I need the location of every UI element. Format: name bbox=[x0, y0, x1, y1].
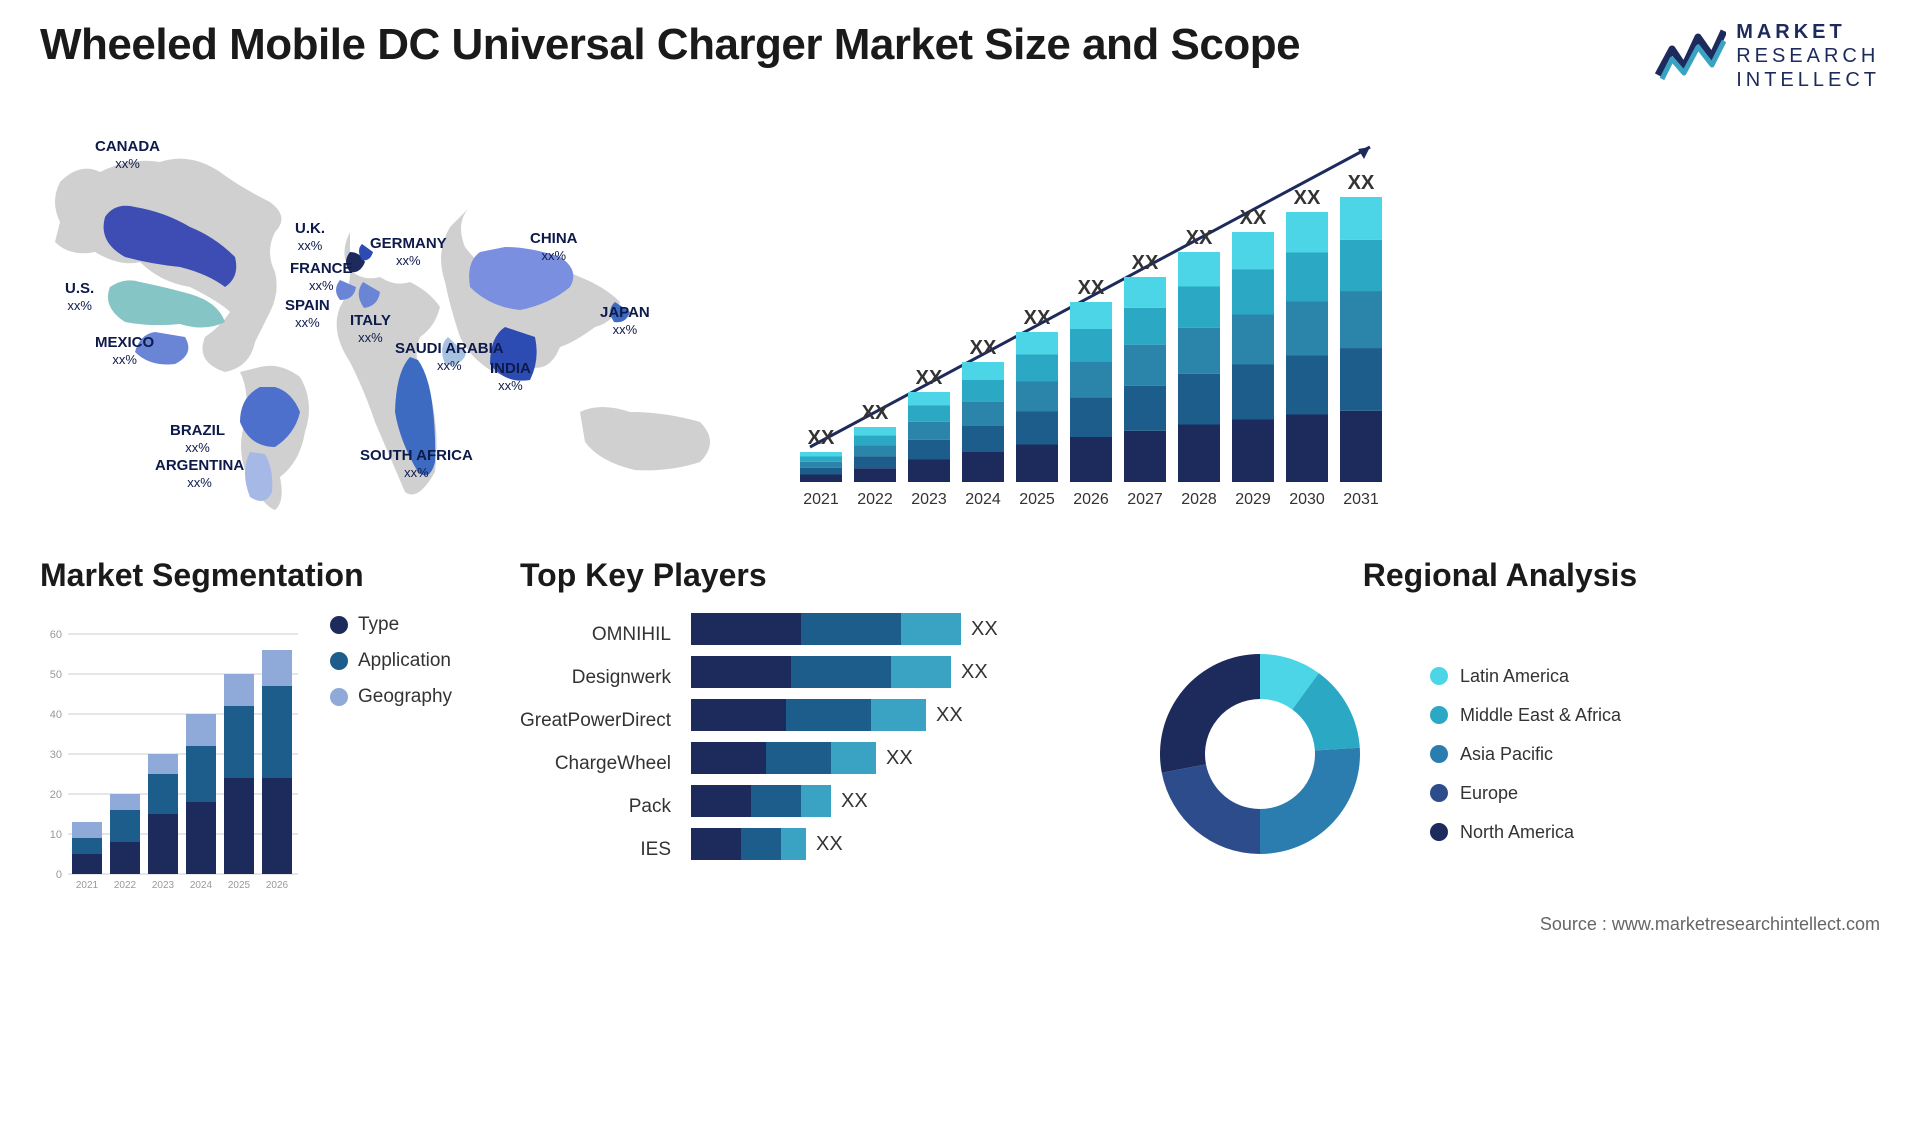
seg-legend-type: Type bbox=[330, 614, 452, 636]
regional-legend-europe: Europe bbox=[1430, 783, 1621, 804]
map-label-canada: CANADAxx% bbox=[95, 138, 160, 172]
svg-text:2025: 2025 bbox=[1019, 491, 1055, 508]
svg-text:XX: XX bbox=[1240, 207, 1267, 229]
svg-text:XX: XX bbox=[1132, 252, 1159, 274]
map-label-italy: ITALYxx% bbox=[350, 312, 391, 346]
kp-label-designwerk: Designwerk bbox=[572, 663, 671, 693]
svg-text:XX: XX bbox=[970, 337, 997, 359]
map-label-china: CHINAxx% bbox=[530, 230, 578, 264]
kp-label-chargewheel: ChargeWheel bbox=[555, 749, 671, 779]
regional-legend-asia-pacific: Asia Pacific bbox=[1430, 744, 1621, 765]
logo-icon bbox=[1654, 27, 1726, 85]
svg-text:XX: XX bbox=[808, 427, 835, 449]
kp-row-greatpowerdirect: XX bbox=[691, 700, 1080, 730]
svg-text:2028: 2028 bbox=[1181, 491, 1217, 508]
logo-line3: INTELLECT bbox=[1736, 68, 1880, 92]
svg-text:XX: XX bbox=[1294, 187, 1321, 209]
svg-text:2021: 2021 bbox=[76, 880, 99, 891]
logo-line1: MARKET bbox=[1736, 20, 1880, 44]
map-label-germany: GERMANYxx% bbox=[370, 235, 447, 269]
svg-text:2023: 2023 bbox=[911, 491, 947, 508]
regional-legend-latin-america: Latin America bbox=[1430, 666, 1621, 687]
svg-text:2022: 2022 bbox=[114, 880, 137, 891]
svg-text:XX: XX bbox=[916, 367, 943, 389]
svg-text:2031: 2031 bbox=[1343, 491, 1379, 508]
regional-legend-north-america: North America bbox=[1430, 822, 1621, 843]
source-text: Source : www.marketresearchintellect.com bbox=[40, 914, 1880, 935]
svg-text:50: 50 bbox=[50, 669, 62, 681]
svg-text:XX: XX bbox=[1078, 277, 1105, 299]
svg-text:2029: 2029 bbox=[1235, 491, 1271, 508]
svg-text:20: 20 bbox=[50, 789, 62, 801]
kp-row-designwerk: XX bbox=[691, 657, 1080, 687]
svg-text:2025: 2025 bbox=[228, 880, 251, 891]
segmentation-panel: Market Segmentation 0 10 20 30 40 50 60 2021 202… bbox=[40, 557, 480, 894]
kp-row-ies: XX bbox=[691, 829, 1080, 859]
regional-title: Regional Analysis bbox=[1120, 557, 1880, 594]
key-players-panel: Top Key Players OMNIHIL Designwerk GreatPo… bbox=[520, 557, 1080, 894]
svg-text:0: 0 bbox=[56, 869, 62, 881]
kp-row-chargewheel: XX bbox=[691, 743, 1080, 773]
svg-text:2023: 2023 bbox=[152, 880, 175, 891]
kp-row-pack: XX bbox=[691, 786, 1080, 816]
map-label-brazil: BRAZILxx% bbox=[170, 422, 225, 456]
forecast-bar-chart: XX 2021 XX 2022 XX 2023 XX 2024 XX 2025 XX 2026 XX 20… bbox=[780, 112, 1880, 527]
regional-panel: Regional Analysis Latin America Middle Ea… bbox=[1120, 557, 1880, 894]
svg-text:2030: 2030 bbox=[1289, 491, 1325, 508]
logo-line2: RESEARCH bbox=[1736, 44, 1880, 68]
svg-text:2026: 2026 bbox=[1073, 491, 1109, 508]
map-label-france: FRANCExx% bbox=[290, 260, 353, 294]
map-label-spain: SPAINxx% bbox=[285, 297, 330, 331]
svg-text:2024: 2024 bbox=[965, 491, 1001, 508]
svg-text:2026: 2026 bbox=[266, 880, 289, 891]
map-label-us: U.S.xx% bbox=[65, 280, 94, 314]
map-label-saudiarabia: SAUDI ARABIAxx% bbox=[395, 340, 504, 374]
segmentation-chart: 0 10 20 30 40 50 60 2021 2022 2023 2024 2025 2026 bbox=[40, 614, 300, 894]
kp-label-pack: Pack bbox=[629, 792, 671, 822]
kp-row-omnihil: XX bbox=[691, 614, 1080, 644]
svg-text:XX: XX bbox=[1024, 307, 1051, 329]
svg-text:2024: 2024 bbox=[190, 880, 213, 891]
map-label-uk: U.K.xx% bbox=[295, 220, 325, 254]
svg-text:40: 40 bbox=[50, 709, 62, 721]
kp-label-ies: IES bbox=[640, 835, 671, 865]
map-label-argentina: ARGENTINAxx% bbox=[155, 457, 244, 491]
svg-text:60: 60 bbox=[50, 629, 62, 641]
svg-text:2021: 2021 bbox=[803, 491, 839, 508]
regional-legend-middle-east---africa: Middle East & Africa bbox=[1430, 705, 1621, 726]
page-title: Wheeled Mobile DC Universal Charger Mark… bbox=[40, 20, 1300, 70]
svg-text:30: 30 bbox=[50, 749, 62, 761]
world-map-block: CANADAxx% U.S.xx%MEXICOxx% BRAZILxx%ARGENT… bbox=[40, 112, 740, 522]
svg-text:2027: 2027 bbox=[1127, 491, 1163, 508]
map-label-southafrica: SOUTH AFRICAxx% bbox=[360, 447, 473, 481]
map-label-mexico: MEXICOxx% bbox=[95, 334, 154, 368]
kp-label-greatpowerdirect: GreatPowerDirect bbox=[520, 706, 671, 736]
map-label-japan: JAPANxx% bbox=[600, 304, 650, 338]
segmentation-title: Market Segmentation bbox=[40, 557, 480, 594]
svg-text:XX: XX bbox=[1348, 172, 1375, 194]
brand-logo: MARKET RESEARCH INTELLECT bbox=[1654, 20, 1880, 92]
seg-legend-geography: Geography bbox=[330, 686, 452, 708]
regional-donut-chart bbox=[1120, 614, 1400, 894]
svg-text:XX: XX bbox=[1186, 227, 1213, 249]
seg-legend-application: Application bbox=[330, 650, 452, 672]
key-players-title: Top Key Players bbox=[520, 557, 1080, 594]
svg-text:10: 10 bbox=[50, 829, 62, 841]
kp-label-omnihil: OMNIHIL bbox=[592, 620, 671, 650]
svg-text:XX: XX bbox=[862, 402, 889, 424]
map-label-india: INDIAxx% bbox=[490, 360, 531, 394]
svg-text:2022: 2022 bbox=[857, 491, 893, 508]
